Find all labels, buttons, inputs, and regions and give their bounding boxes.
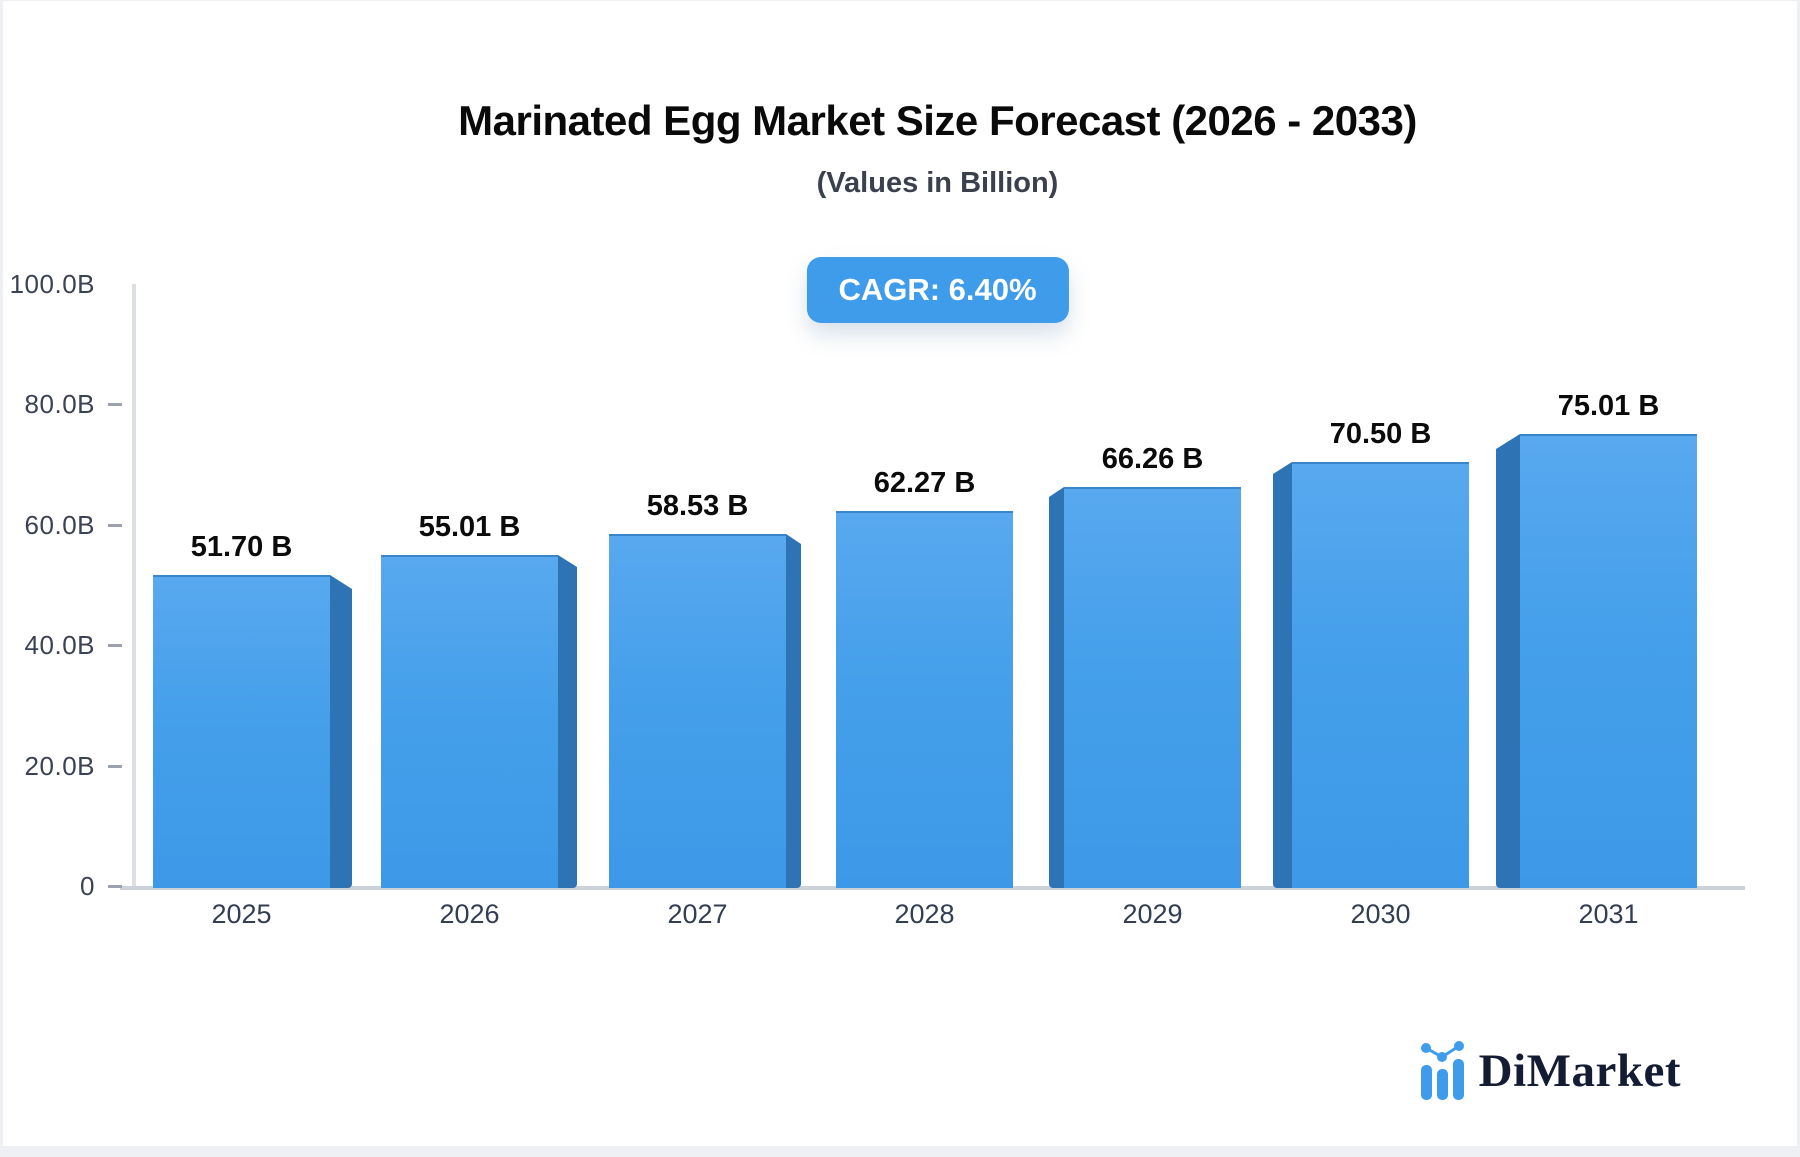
y-tick-mark xyxy=(108,765,122,768)
dimarket-logo: DiMarket xyxy=(1420,1039,1681,1103)
bar-value-label: 62.27 B xyxy=(873,467,976,499)
y-tick-mark xyxy=(108,644,122,647)
bar-2027 xyxy=(609,534,786,888)
bar-value-label: 70.50 B xyxy=(1329,418,1432,450)
bar-value-label: 66.26 B xyxy=(1101,443,1204,475)
cagr-badge: CAGR: 6.40% xyxy=(806,257,1069,323)
bar-3d-side xyxy=(786,534,801,888)
chart-subtitle: (Values in Billion) xyxy=(816,167,1059,199)
bar-2031 xyxy=(1520,434,1697,888)
x-tick-label: 2029 xyxy=(1122,899,1183,929)
bar-3d-side xyxy=(558,555,577,888)
bar-2029 xyxy=(1064,487,1241,888)
mini-bar-chart-with-dots-icon xyxy=(1420,1041,1464,1100)
bar-3d-side xyxy=(1496,434,1520,888)
x-tick-label: 2027 xyxy=(667,899,728,929)
y-tick-label: 100.0B xyxy=(9,269,95,299)
bar-2028 xyxy=(836,511,1013,888)
bar-2026 xyxy=(381,555,558,888)
bar-3d-side xyxy=(330,575,352,888)
y-tick-label: 60.0B xyxy=(24,510,95,540)
y-axis-line xyxy=(132,284,136,887)
x-axis-line xyxy=(120,886,1745,890)
chart-title: Marinated Egg Market Size Forecast (2026… xyxy=(458,97,1417,144)
x-tick-label: 2028 xyxy=(894,899,955,929)
bar-value-label: 55.01 B xyxy=(418,511,521,543)
bar-2030 xyxy=(1292,462,1469,888)
y-tick-label: 80.0B xyxy=(24,389,95,419)
x-tick-label: 2031 xyxy=(1578,899,1639,929)
y-tick-label: 20.0B xyxy=(24,751,95,781)
bar-value-label: 58.53 B xyxy=(646,490,749,522)
dimarket-logo-text: DiMarket xyxy=(1478,1045,1681,1097)
bar-2025 xyxy=(153,575,330,888)
y-tick-label: 0 xyxy=(80,871,95,901)
bar-value-label: 51.70 B xyxy=(190,531,293,563)
y-tick-mark xyxy=(108,403,122,406)
bar-3d-side xyxy=(1049,487,1064,888)
y-tick-mark xyxy=(108,885,122,888)
x-tick-label: 2030 xyxy=(1350,899,1411,929)
bar-value-label: 75.01 B xyxy=(1557,390,1660,422)
bar-3d-side xyxy=(1273,462,1292,888)
bar-chart-plot-area: 0 20.0B 40.0B 60.0B 80.0B 100.0B 51.70 B 2025 55… xyxy=(3,1,1800,1157)
y-tick-label: 40.0B xyxy=(24,630,95,660)
y-tick-mark xyxy=(108,524,122,527)
x-tick-label: 2026 xyxy=(439,899,500,929)
x-tick-label: 2025 xyxy=(211,899,272,929)
